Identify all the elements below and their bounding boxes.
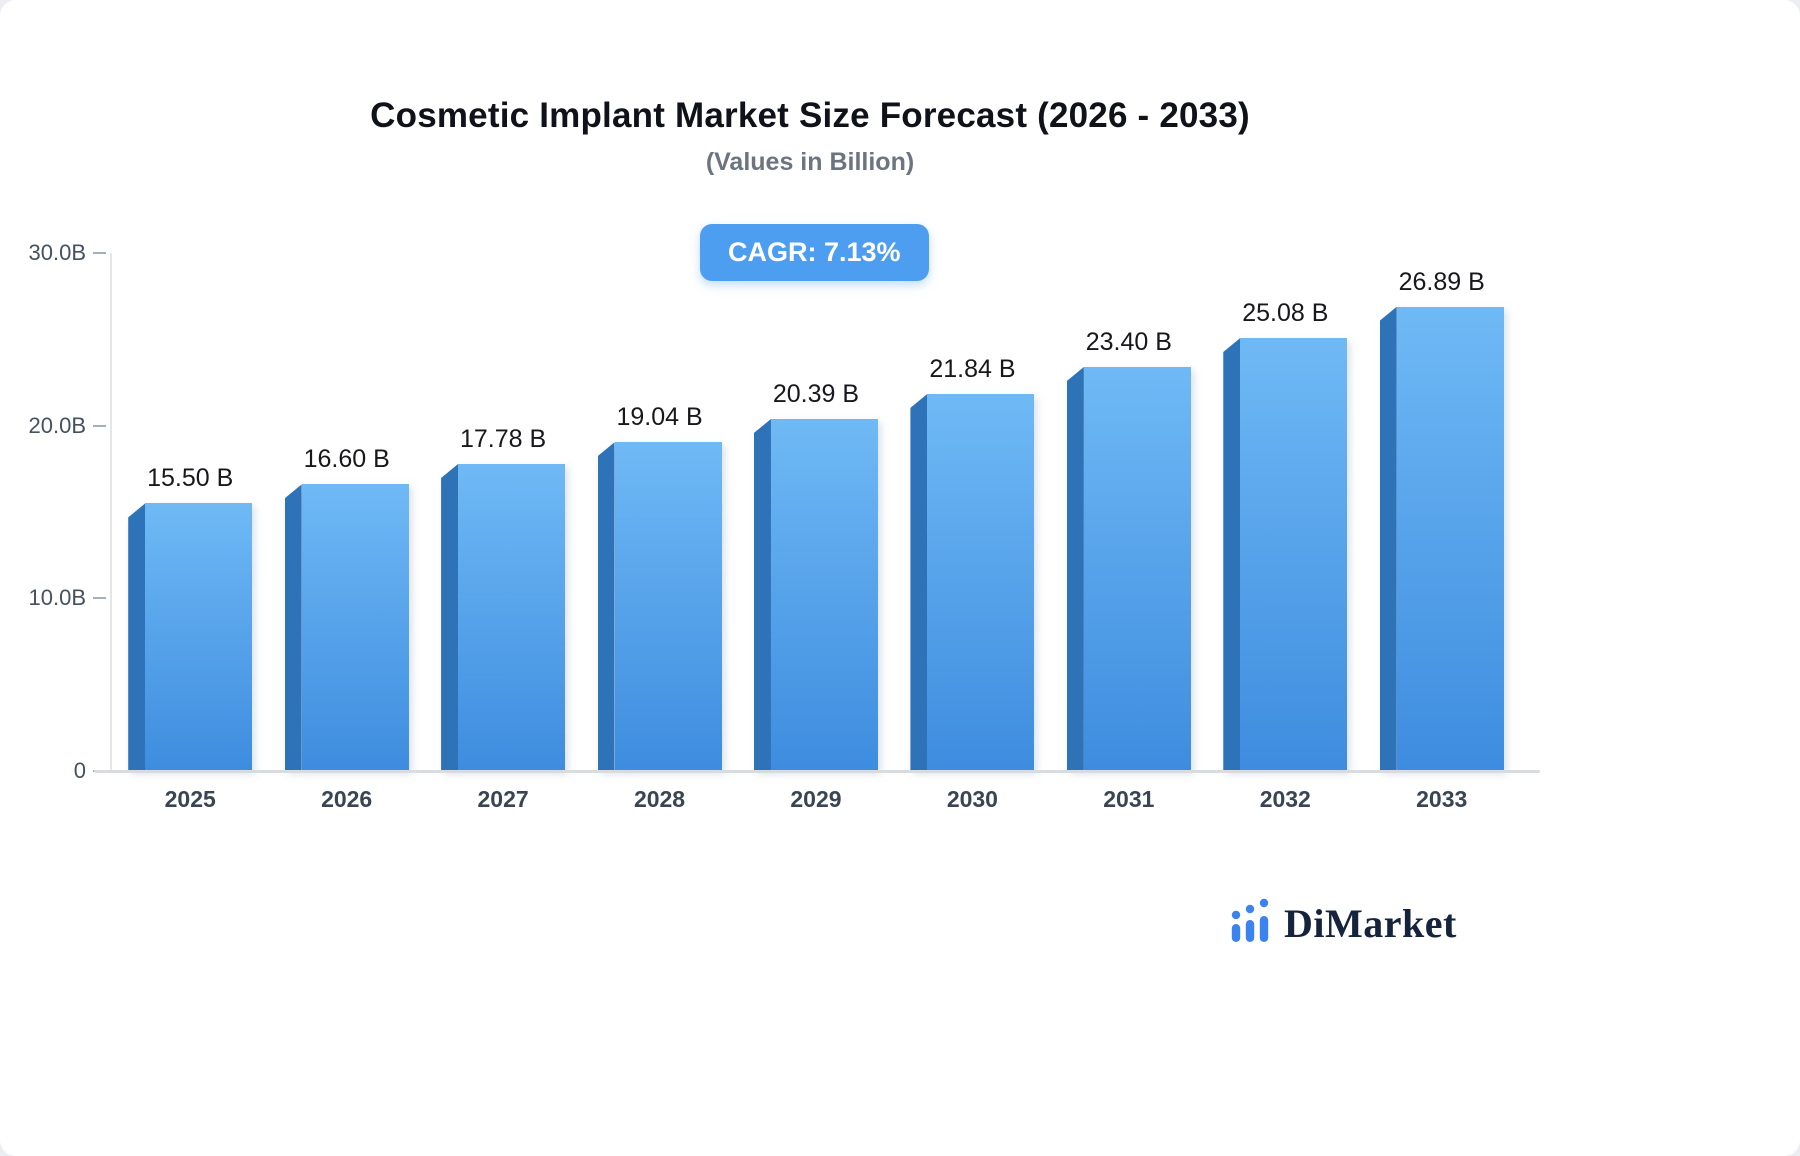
bar-side-face — [284, 484, 302, 771]
bar-slot: 15.50 B — [112, 253, 268, 771]
x-axis-label-2030: 2030 — [946, 786, 998, 812]
bar-side-face — [910, 393, 928, 771]
x-axis-label-2026: 2026 — [321, 786, 373, 812]
bar-2033 — [1379, 306, 1504, 771]
y-axis-tick-mark — [93, 252, 106, 254]
bar-2026 — [284, 484, 409, 771]
brand-logo: DiMarket — [1228, 898, 1457, 949]
cagr-badge: CAGR: 7.13% — [700, 224, 929, 281]
y-axis-tick-mark — [93, 424, 106, 427]
bar-front-face — [770, 418, 878, 771]
bar-2025 — [128, 503, 253, 771]
bar-front-face — [301, 484, 409, 771]
y-axis: 0 10.0B 20.0B 30.0B — [0, 240, 110, 783]
bar-front-face — [1083, 366, 1191, 771]
bar-2029 — [753, 418, 878, 771]
bar-side-face — [128, 503, 146, 771]
bar-value-label: 19.04 B — [616, 403, 703, 432]
bar-front-face — [145, 503, 253, 771]
bar-2027 — [441, 464, 566, 771]
bar-slot: 16.60 B — [268, 253, 424, 771]
bar-side-face — [1223, 337, 1241, 771]
x-axis-label-2033: 2033 — [1416, 786, 1468, 812]
bar-side-face — [441, 464, 459, 771]
chart-title: Cosmetic Implant Market Size Forecast (2… — [370, 96, 1250, 135]
bar-2028 — [597, 442, 722, 771]
bar-slot: 23.40 B — [1051, 253, 1207, 771]
bar-slot: 26.89 B — [1364, 253, 1520, 771]
bar-value-label: 21.84 B — [929, 354, 1016, 383]
bars-row: 15.50 B 16.60 B 17.78 B 19.04 B 20.39 B 21.84… — [112, 253, 1520, 771]
bar-2030 — [910, 393, 1035, 771]
bar-side-face — [1379, 306, 1397, 771]
brand-name: DiMarket — [1284, 901, 1457, 946]
y-axis-tick-label: 0 — [73, 758, 86, 783]
x-axis-line — [94, 770, 1540, 773]
bar-front-face — [458, 464, 566, 771]
y-axis-line — [110, 253, 112, 771]
y-axis-tick-label: 20.0B — [28, 412, 87, 438]
y-axis-tick-label: 30.0B — [28, 240, 87, 265]
y-axis-tick-label: 10.0B — [28, 585, 87, 611]
bar-side-face — [753, 418, 771, 771]
x-axis-label-2027: 2027 — [477, 786, 529, 812]
x-axis-label-2031: 2031 — [1103, 786, 1155, 812]
bar-front-face — [1240, 337, 1348, 771]
bar-slot: 17.78 B — [425, 253, 581, 771]
x-axis-labels: 2025 2026 2027 2028 2029 2030 2031 2032 2033 — [112, 786, 1520, 813]
x-axis-label-2025: 2025 — [164, 786, 216, 812]
bar-value-label: 23.40 B — [1085, 327, 1172, 356]
bar-side-face — [1066, 366, 1084, 771]
chart-subtitle: (Values in Billion) — [705, 148, 915, 176]
bar-slot: 20.39 B — [738, 253, 894, 771]
bar-front-face — [927, 393, 1035, 771]
bar-front-face — [614, 442, 722, 771]
y-axis-tick-mark — [93, 597, 106, 600]
bar-chart-logo-icon — [1228, 898, 1274, 949]
bar-value-label: 17.78 B — [460, 425, 547, 453]
bar-value-label: 26.89 B — [1398, 267, 1485, 296]
bar-side-face — [597, 442, 615, 771]
x-axis-label-2032: 2032 — [1259, 786, 1311, 812]
bar-value-label: 15.50 B — [147, 464, 234, 493]
bar-2031 — [1066, 366, 1191, 771]
bar-value-label: 25.08 B — [1242, 298, 1329, 327]
bar-value-label: 16.60 B — [303, 445, 390, 474]
bar-value-label: 20.39 B — [772, 379, 860, 408]
bar-slot: 19.04 B — [581, 253, 737, 771]
bar-slot: 21.84 B — [894, 253, 1050, 771]
bar-slot: 25.08 B — [1207, 253, 1363, 771]
bar-2032 — [1223, 337, 1348, 771]
x-axis-label-2029: 2029 — [790, 786, 842, 812]
x-axis-label-2028: 2028 — [633, 786, 686, 812]
bar-front-face — [1396, 306, 1504, 771]
